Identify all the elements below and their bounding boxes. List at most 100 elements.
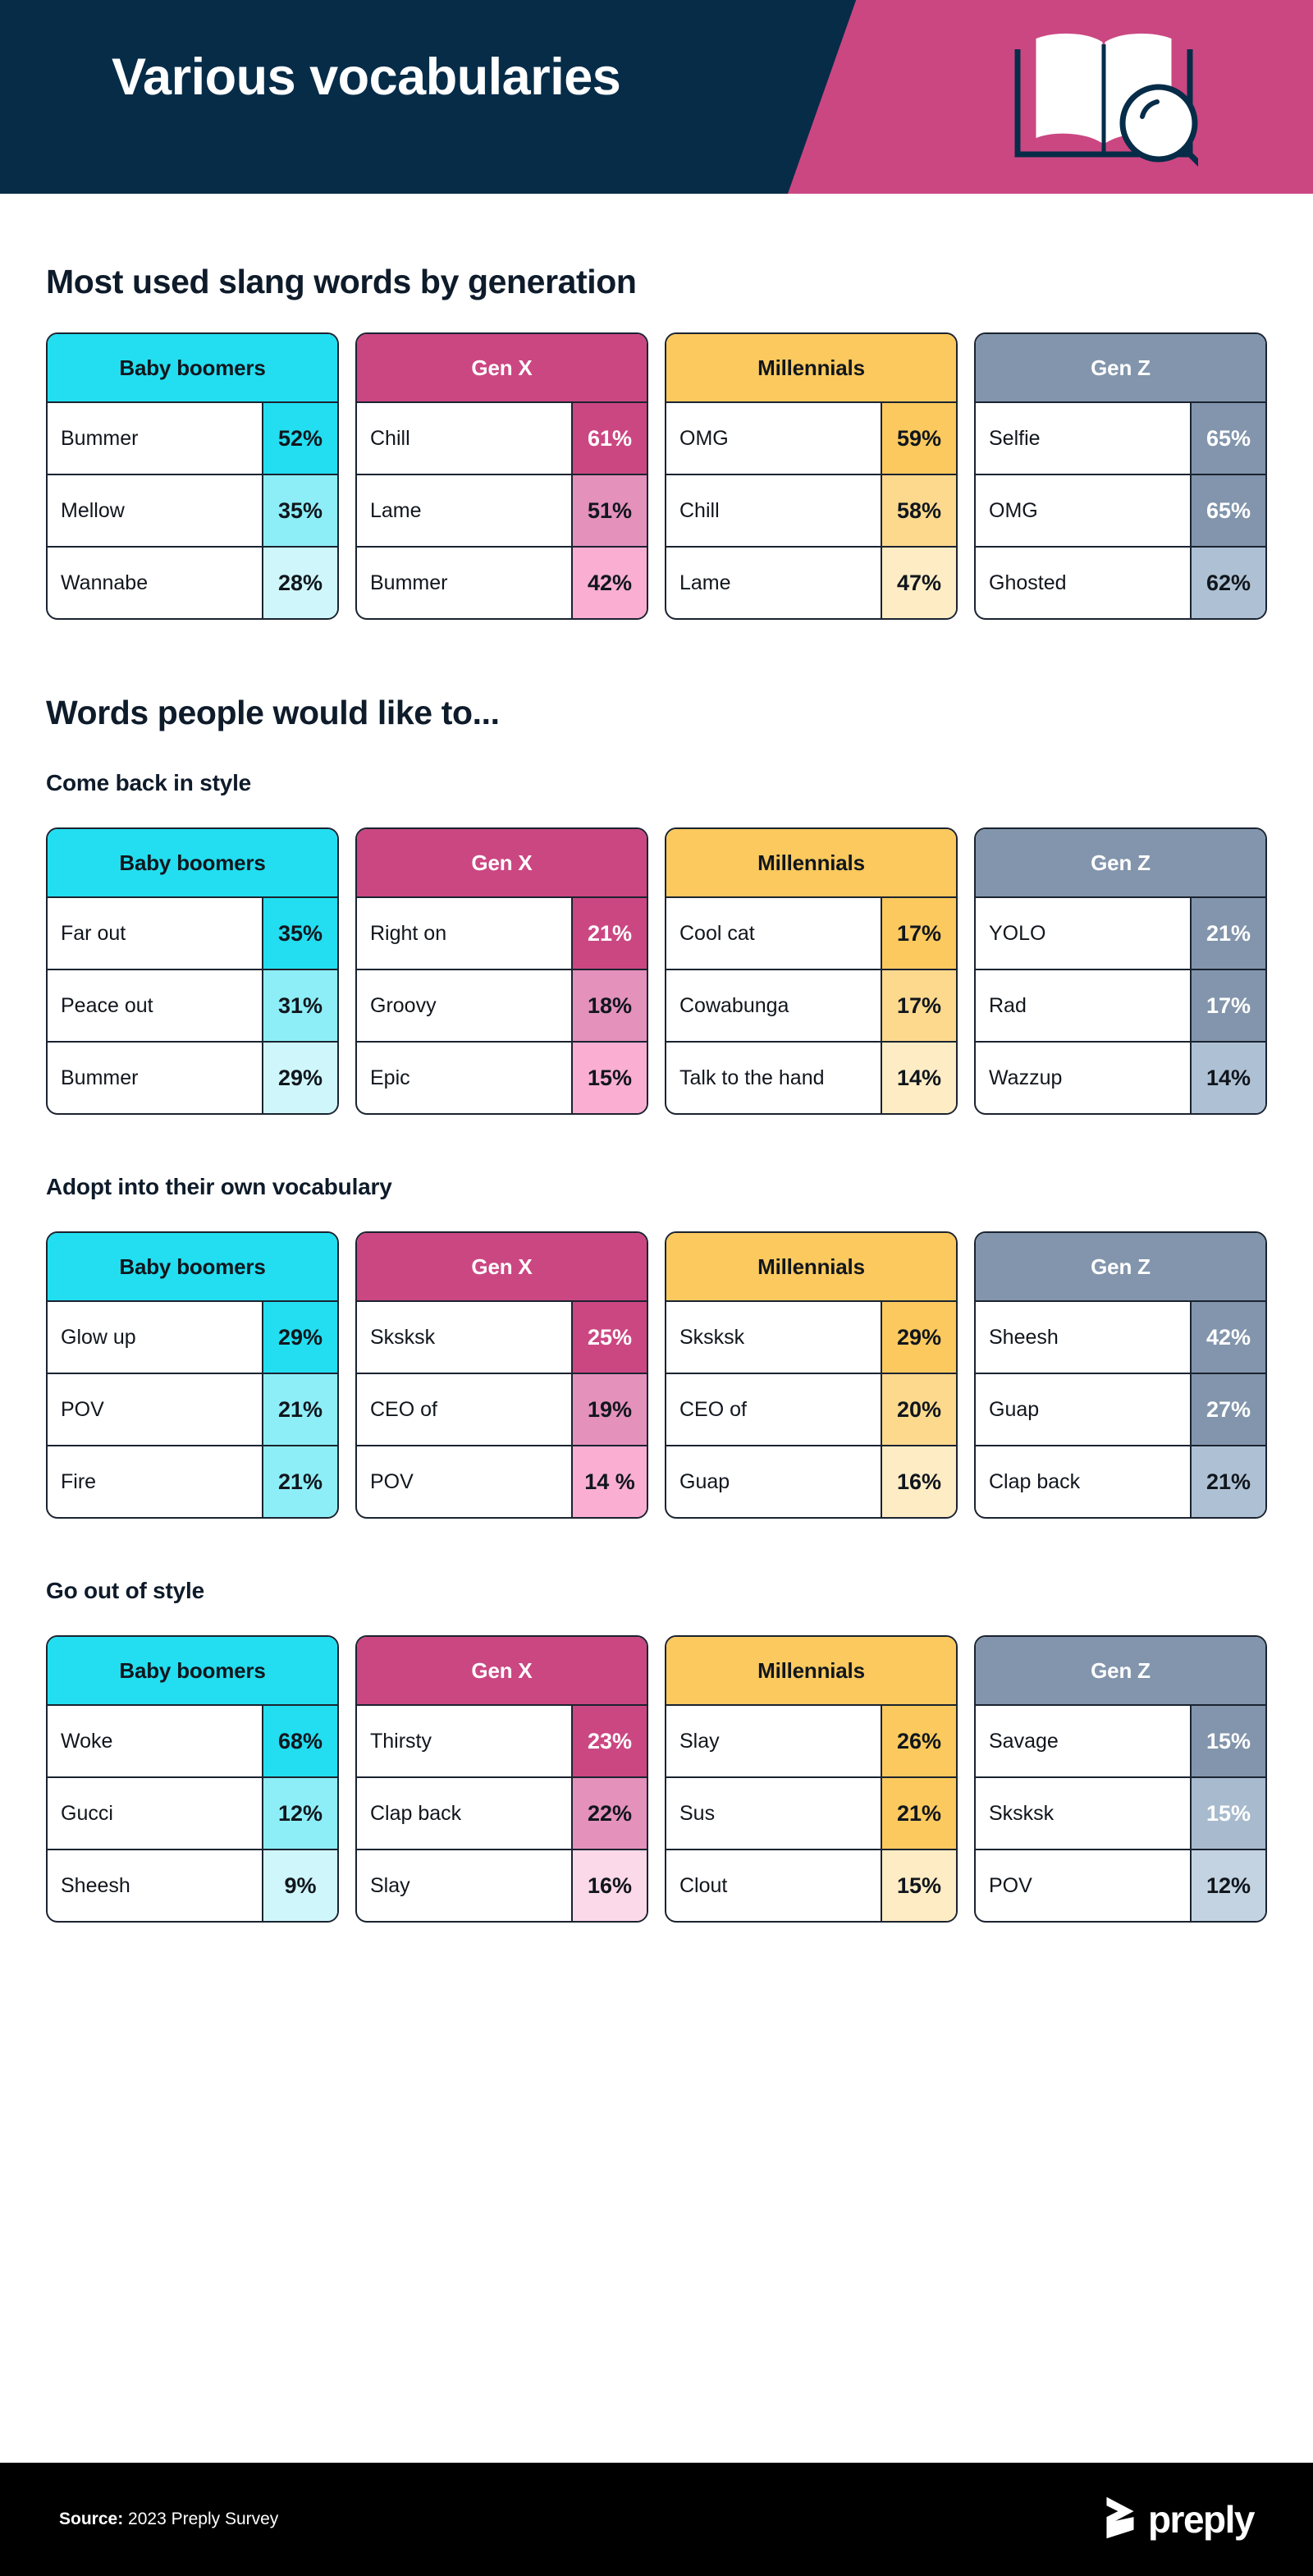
- table-row: Groovy 18%: [357, 969, 647, 1041]
- table-row: YOLO 21%: [976, 896, 1265, 969]
- section-spacer: [46, 194, 1267, 263]
- percentage-value: 61%: [571, 403, 647, 474]
- percentage-value: 62%: [1190, 548, 1265, 618]
- percentage-value: 58%: [881, 475, 956, 546]
- table-row: POV 12%: [976, 1849, 1265, 1921]
- table-row: Cool cat 17%: [666, 896, 956, 969]
- slang-word: Sksksk: [370, 1325, 436, 1349]
- percentage-value: 15%: [881, 1850, 956, 1921]
- section-heading: Words people would like to...: [46, 694, 500, 731]
- table-row: Right on 21%: [357, 896, 647, 969]
- percentage-value: 15%: [1190, 1706, 1265, 1776]
- table-row: CEO of 19%: [357, 1373, 647, 1445]
- table-row: Wannabe 28%: [48, 546, 337, 618]
- section-subheading: Adopt into their own vocabulary: [46, 1174, 392, 1199]
- table-row: Woke 68%: [48, 1704, 337, 1776]
- generation-column-3: Millennials Cool cat 17% Cowabunga 17% Talk t…: [665, 827, 958, 1115]
- slang-word: Chill: [679, 498, 720, 522]
- slang-word: Wannabe: [61, 571, 149, 594]
- table-row: Glow up 29%: [48, 1300, 337, 1373]
- table-row: Chill 58%: [666, 474, 956, 546]
- column-header: Gen Z: [976, 1233, 1265, 1300]
- generation-column-4: Gen Z Savage 15% Sksksk 15% POV 12%: [974, 1635, 1267, 1923]
- table-row: Savage 15%: [976, 1704, 1265, 1776]
- preply-logo[interactable]: preply: [1104, 2496, 1256, 2544]
- percentage-value: 17%: [881, 898, 956, 969]
- slang-word: Sheesh: [989, 1325, 1059, 1349]
- percentage-value: 15%: [571, 1043, 647, 1113]
- generation-table: Baby boomers Bummer 52% Mellow 35% Wannabe 28%…: [46, 332, 1267, 620]
- generation-table: Baby boomers Glow up 29% POV 21% Fire 21% Gen X…: [46, 1231, 1267, 1519]
- source-label: Source:: [59, 2510, 124, 2528]
- slang-word: Sksksk: [679, 1325, 745, 1349]
- percentage-value: 21%: [571, 898, 647, 969]
- section-subheading: Go out of style: [46, 1578, 205, 1603]
- table-row: POV 14 %: [357, 1445, 647, 1517]
- slang-word: CEO of: [679, 1397, 747, 1421]
- percentage-value: 21%: [1190, 898, 1265, 969]
- slang-word: Gucci: [61, 1801, 113, 1825]
- slang-word: Ghosted: [989, 571, 1067, 594]
- table-row: Bummer 29%: [48, 1041, 337, 1113]
- percentage-value: 21%: [262, 1374, 337, 1445]
- table-row: Clap back 22%: [357, 1776, 647, 1849]
- slang-word: Peace out: [61, 993, 153, 1017]
- column-header: Gen Z: [976, 829, 1265, 896]
- slang-word: POV: [370, 1469, 414, 1493]
- section-subheading: Come back in style: [46, 770, 252, 795]
- column-header: Gen X: [357, 829, 647, 896]
- percentage-value: 29%: [262, 1043, 337, 1113]
- percentage-value: 29%: [881, 1302, 956, 1373]
- slang-word: OMG: [989, 498, 1038, 522]
- slang-word: Groovy: [370, 993, 437, 1017]
- generation-table: Baby boomers Woke 68% Gucci 12% Sheesh 9% Gen X…: [46, 1635, 1267, 1923]
- slang-word: YOLO: [989, 921, 1046, 945]
- page-header: Various vocabularies: [0, 0, 1313, 194]
- slang-word: Guap: [989, 1397, 1040, 1421]
- percentage-value: 23%: [571, 1706, 647, 1776]
- slang-word: Bummer: [61, 1066, 139, 1089]
- percentage-value: 26%: [881, 1706, 956, 1776]
- table-row: Sus 21%: [666, 1776, 956, 1849]
- percentage-value: 21%: [262, 1446, 337, 1517]
- column-header: Millennials: [666, 829, 956, 896]
- table-row: Selfie 65%: [976, 401, 1265, 474]
- percentage-value: 22%: [571, 1778, 647, 1849]
- column-header: Gen Z: [976, 1637, 1265, 1704]
- column-header: Baby boomers: [48, 829, 337, 896]
- generation-column-3: Millennials Sksksk 29% CEO of 20% Guap 16%: [665, 1231, 958, 1519]
- book-magnifier-icon: [1009, 31, 1210, 174]
- table-row: Chill 61%: [357, 401, 647, 474]
- section-spacer: [46, 620, 1267, 694]
- table-row: Far out 35%: [48, 896, 337, 969]
- percentage-value: 65%: [1190, 475, 1265, 546]
- slang-word: Wazzup: [989, 1066, 1063, 1089]
- slang-word: Slay: [679, 1729, 720, 1753]
- percentage-value: 59%: [881, 403, 956, 474]
- slang-word: Sheesh: [61, 1873, 130, 1897]
- column-header: Gen Z: [976, 334, 1265, 401]
- generation-column-2: Gen X Sksksk 25% CEO of 19% POV 14 %: [355, 1231, 648, 1519]
- slang-word: Clap back: [989, 1469, 1081, 1493]
- table-row: Slay 26%: [666, 1704, 956, 1776]
- percentage-value: 47%: [881, 548, 956, 618]
- table-row: Sheesh 9%: [48, 1849, 337, 1921]
- preply-arrow-logo-icon: [1104, 2496, 1137, 2544]
- slang-word: Sus: [679, 1801, 716, 1825]
- table-row: Talk to the hand 14%: [666, 1041, 956, 1113]
- slang-word: Bummer: [370, 571, 448, 594]
- column-header: Baby boomers: [48, 1233, 337, 1300]
- column-header: Millennials: [666, 1233, 956, 1300]
- percentage-value: 21%: [1190, 1446, 1265, 1517]
- table-row: Lame 51%: [357, 474, 647, 546]
- source-value: 2023 Preply Survey: [128, 2510, 279, 2528]
- slang-word: Fire: [61, 1469, 97, 1493]
- percentage-value: 17%: [881, 970, 956, 1041]
- column-header: Gen X: [357, 1637, 647, 1704]
- table-row: Guap 27%: [976, 1373, 1265, 1445]
- percentage-value: 9%: [262, 1850, 337, 1921]
- table-row: Sksksk 15%: [976, 1776, 1265, 1849]
- percentage-value: 25%: [571, 1302, 647, 1373]
- percentage-value: 28%: [262, 548, 337, 618]
- percentage-value: 14%: [881, 1043, 956, 1113]
